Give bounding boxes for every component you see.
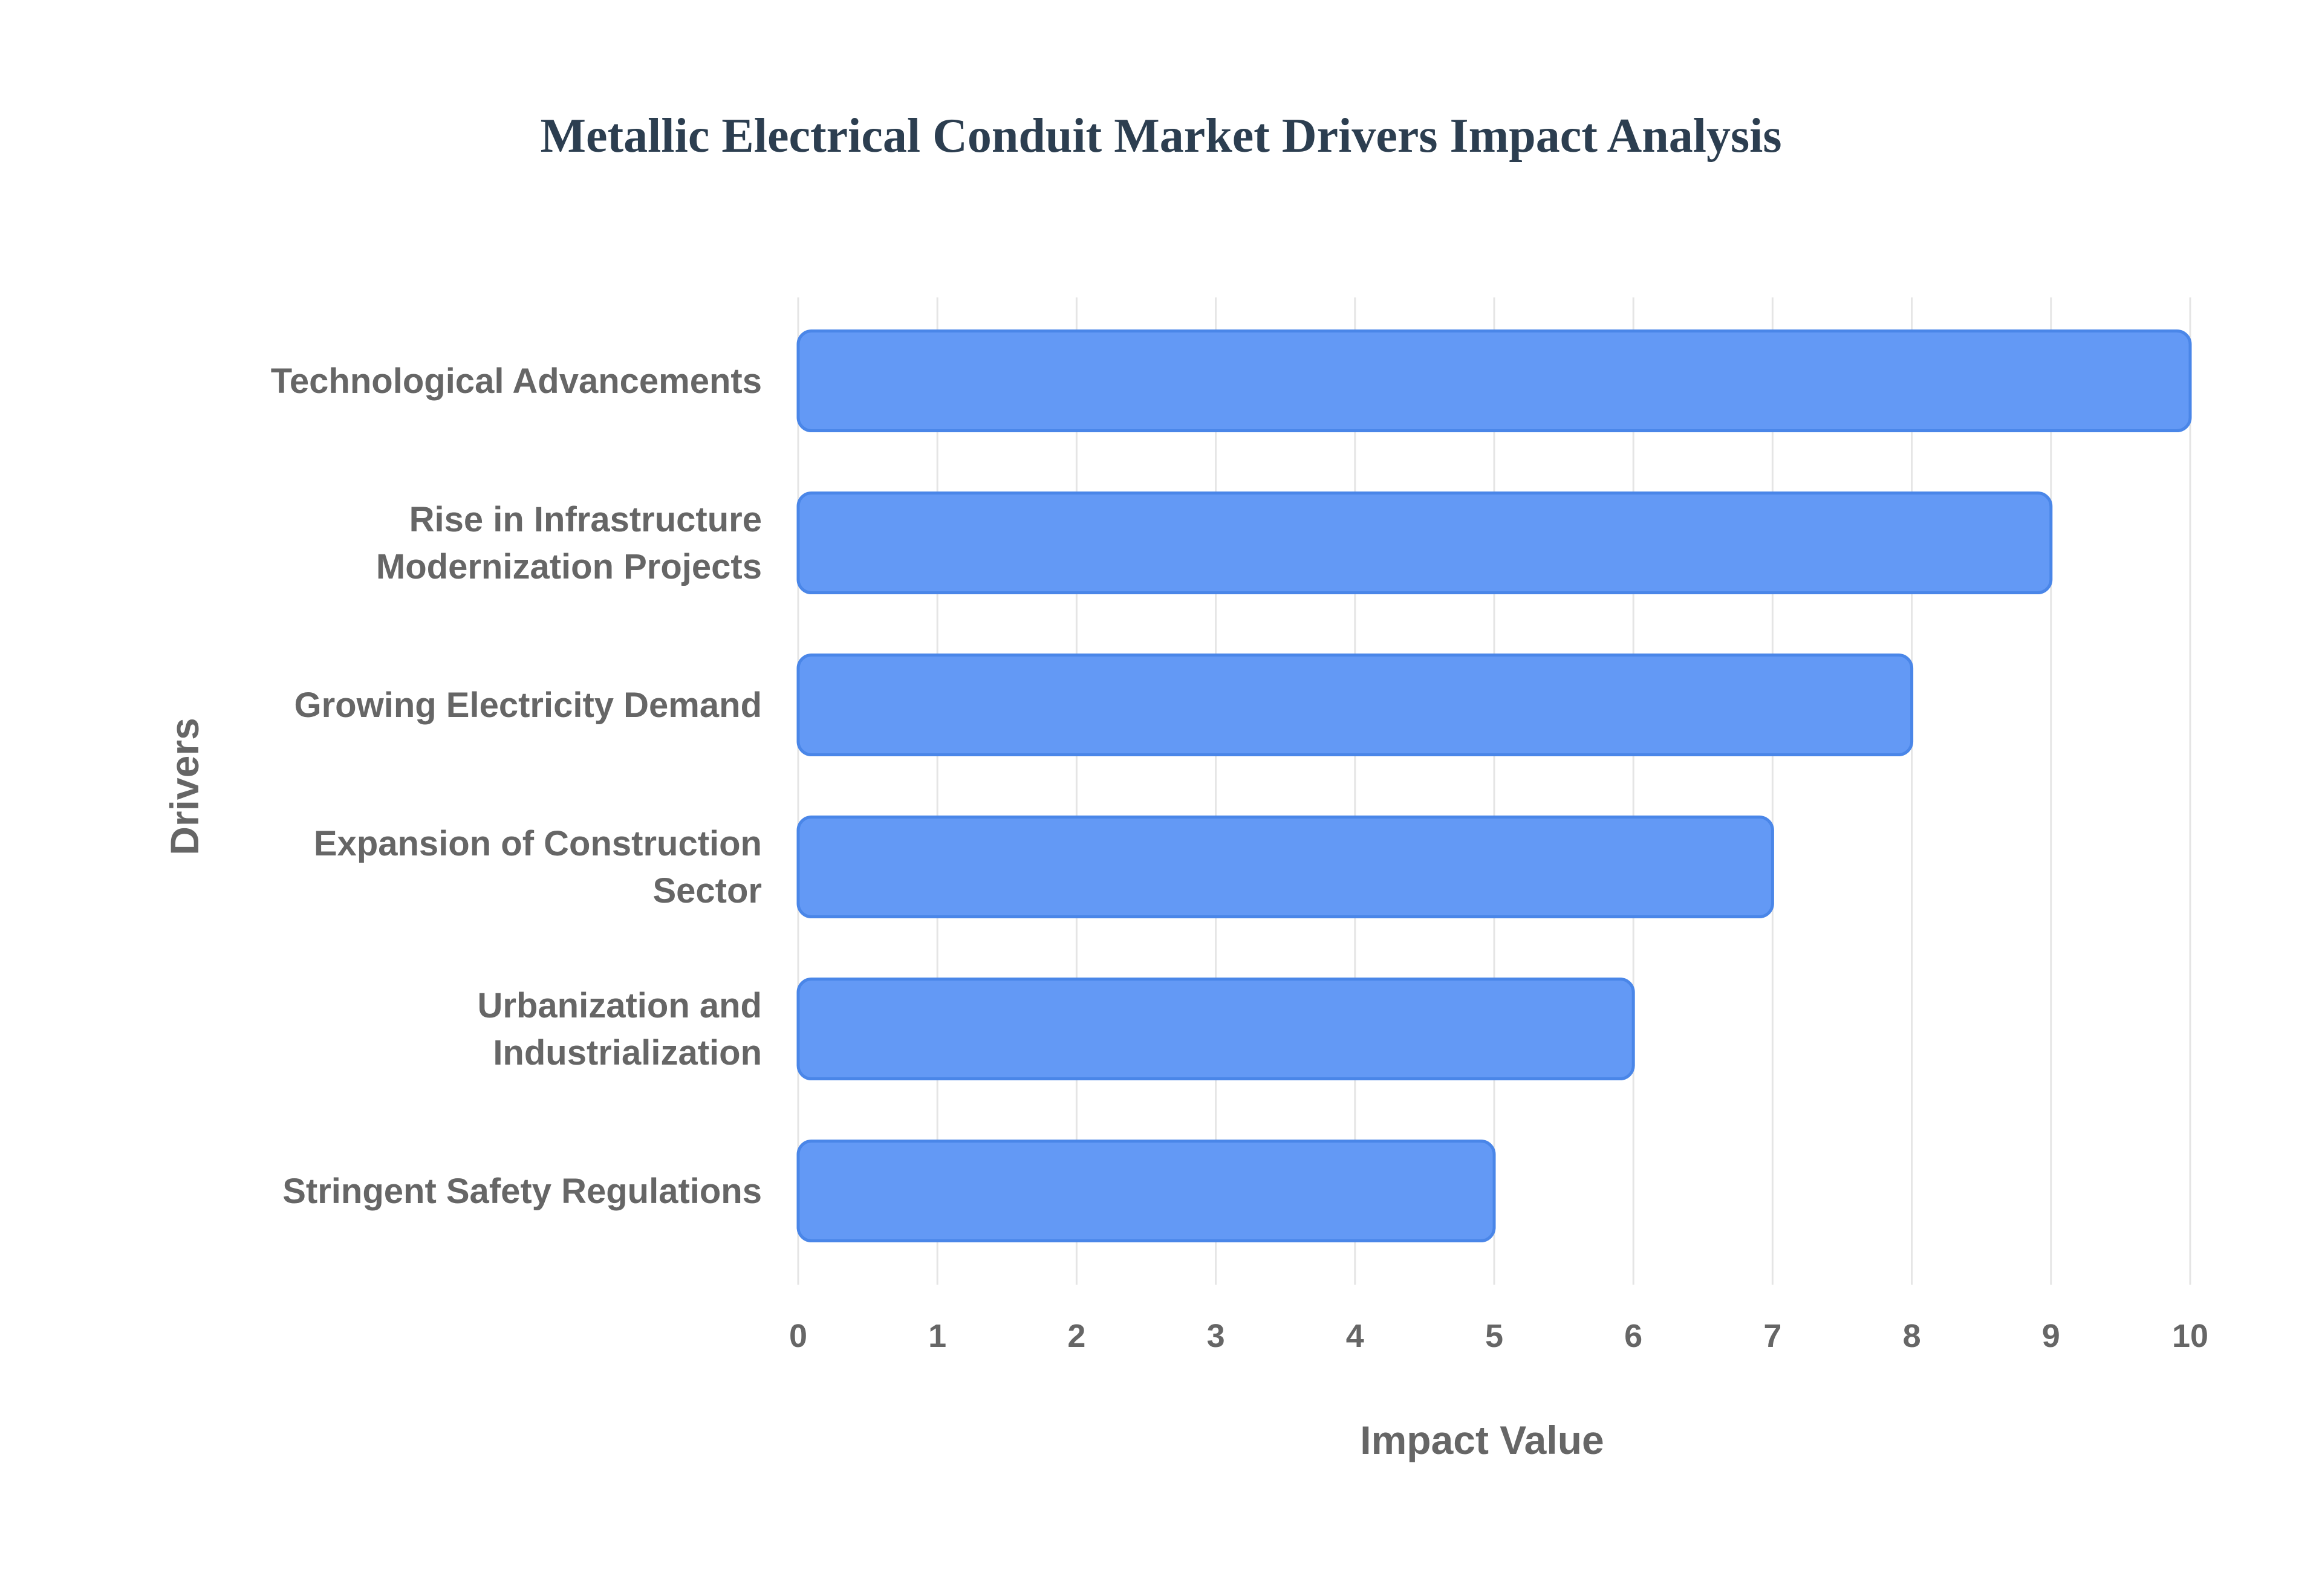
category-label: Technological Advancements (271, 362, 762, 401)
category-label: Stringent Safety Regulations (282, 1172, 762, 1211)
x-tick-label: 6 (1624, 1318, 1642, 1354)
bar (796, 491, 2053, 594)
x-tick-label: 3 (1207, 1318, 1225, 1354)
x-tick-label: 7 (1763, 1318, 1781, 1354)
x-tick-label: 5 (1485, 1318, 1503, 1354)
x-tick-label: 4 (1346, 1318, 1364, 1354)
bar (796, 329, 2192, 432)
bar (796, 654, 1914, 756)
x-tick-label: 0 (789, 1318, 807, 1354)
category-label: Rise in Infrastructure (409, 500, 762, 539)
category-label: Growing Electricity Demand (294, 686, 762, 725)
category-label: Modernization Projects (376, 547, 762, 586)
x-tick-label: 9 (2042, 1318, 2060, 1354)
bar (796, 978, 1635, 1080)
chart-title: Metallic Electrical Conduit Market Drive… (540, 109, 1782, 163)
x-tick-label: 1 (928, 1318, 946, 1354)
category-label: Industrialization (493, 1033, 762, 1072)
category-label: Sector (652, 871, 762, 910)
y-axis-title: Drivers (162, 718, 207, 855)
bar (796, 1140, 1496, 1242)
x-tick-label: 8 (1903, 1318, 1921, 1354)
x-axis-title: Impact Value (1360, 1418, 1604, 1462)
x-tick-label: 10 (2172, 1318, 2208, 1354)
category-label: Expansion of Construction (314, 824, 762, 863)
category-label: Urbanization and (478, 986, 762, 1025)
x-tick-label: 2 (1067, 1318, 1085, 1354)
bar (796, 816, 1774, 918)
